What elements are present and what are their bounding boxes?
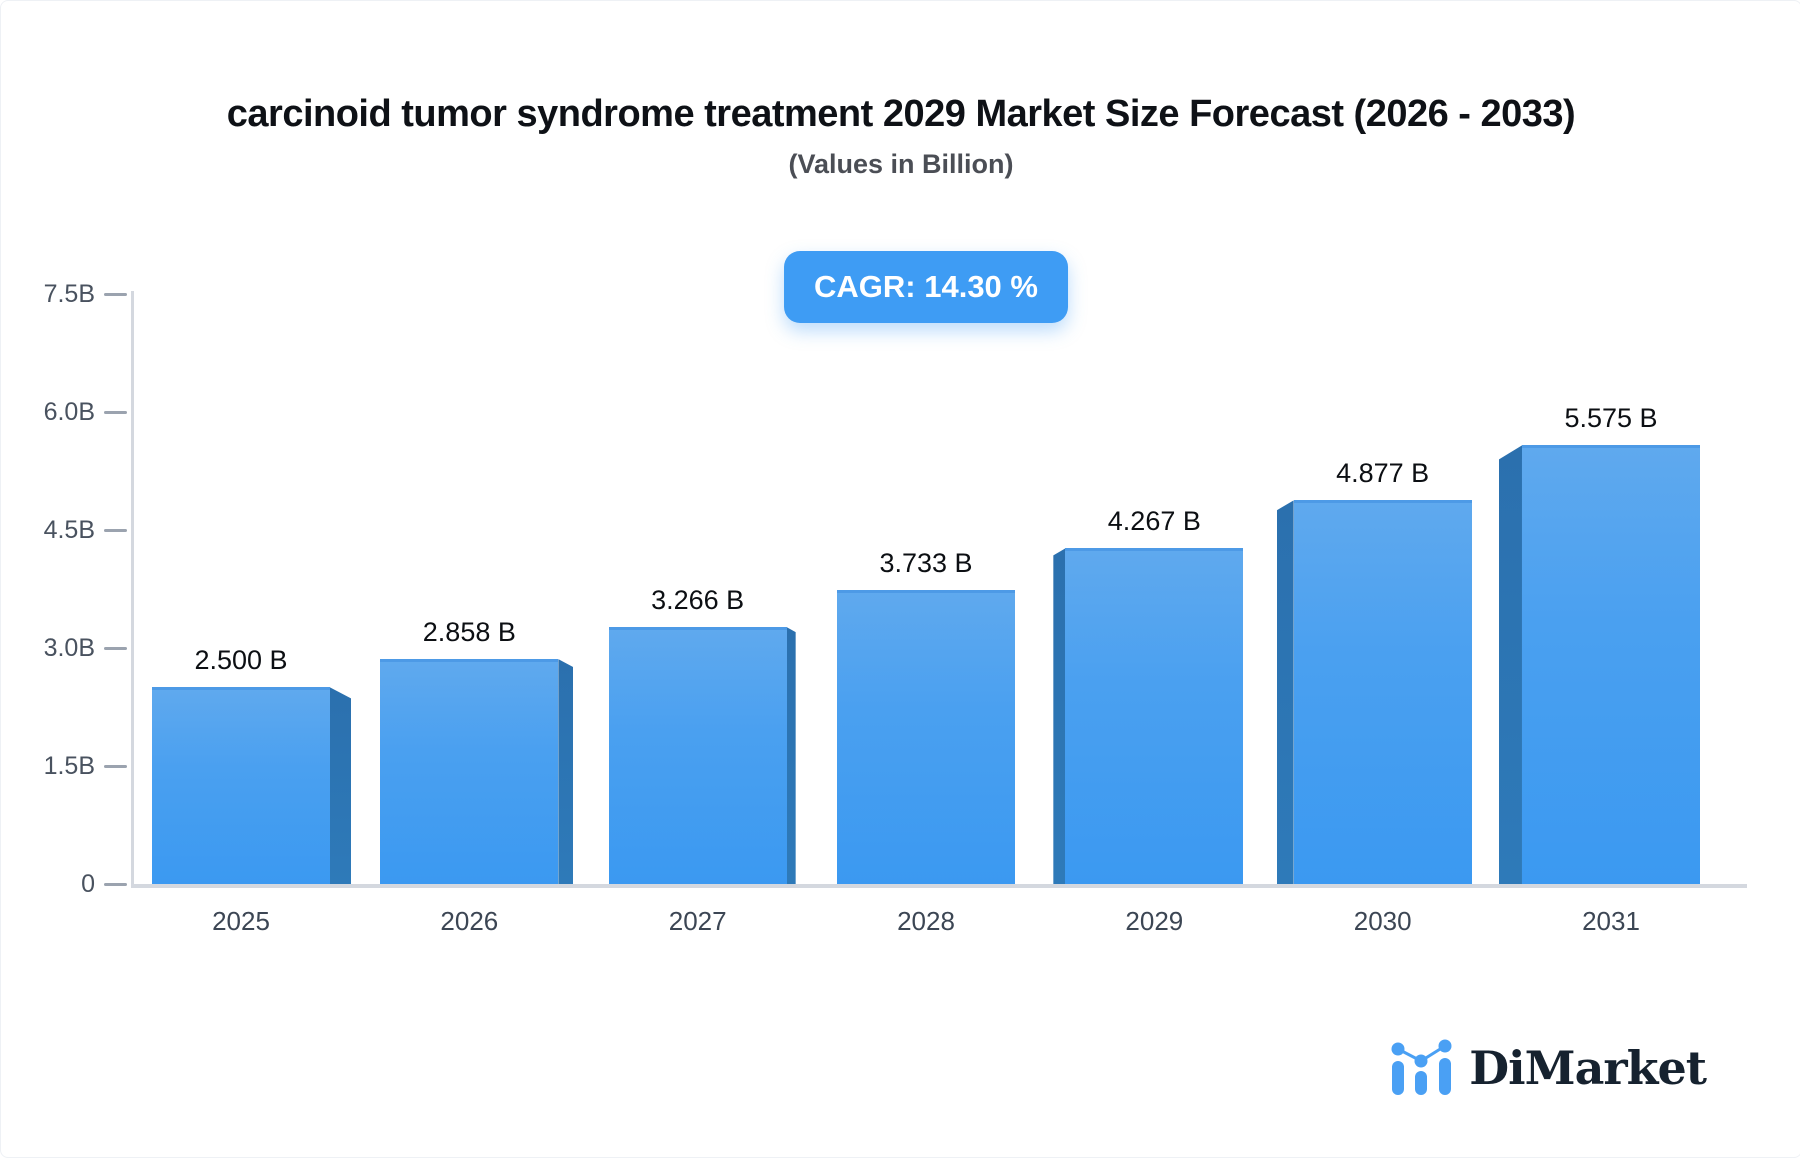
bar-2026 — [380, 659, 559, 884]
y-tick-label: 4.5B — [43, 516, 95, 544]
y-tick-mark — [104, 647, 127, 650]
bar-2025 — [152, 687, 330, 884]
y-tick-mark — [104, 529, 127, 532]
bar-side-face — [1276, 500, 1294, 884]
bar-side-face — [1053, 548, 1066, 884]
bar-2030 — [1293, 500, 1472, 884]
bar-side-face — [330, 687, 351, 884]
x-axis-label: 2030 — [1353, 906, 1412, 936]
bar-2031 — [1521, 445, 1700, 884]
y-tick-mark — [104, 293, 127, 296]
y-tick-label: 7.5B — [43, 280, 95, 308]
bar-side-face — [786, 627, 796, 884]
x-axis-label: 2027 — [668, 906, 727, 936]
bar-value-label: 3.266 B — [651, 585, 745, 616]
bar-value-label: 5.575 B — [1564, 403, 1658, 434]
y-tick-mark — [104, 411, 127, 414]
bar-2028 — [836, 590, 1015, 884]
y-tick-label: 3.0B — [43, 634, 95, 662]
y-tick-mark — [104, 765, 127, 768]
x-axis-label: 2031 — [1582, 906, 1640, 936]
x-axis-label: 2029 — [1125, 906, 1184, 936]
bar-value-label: 2.858 B — [422, 617, 516, 648]
y-tick-label: 0 — [81, 870, 95, 898]
bar-value-label: 3.733 B — [879, 548, 973, 579]
chart-subtitle: (Values in Billion) — [788, 149, 1014, 179]
bar-value-label: 4.877 B — [1336, 458, 1430, 489]
brand-name: DiMarket — [1469, 1041, 1707, 1095]
x-axis-label: 2025 — [212, 906, 270, 936]
brand-logo: DiMarket — [1389, 1036, 1707, 1100]
cagr-badge: CAGR: 14.30 % — [784, 251, 1068, 323]
x-axis-label: 2026 — [440, 906, 499, 936]
y-tick-label: 1.5B — [43, 752, 95, 780]
bar-value-label: 4.267 B — [1107, 506, 1201, 537]
bar-2027 — [608, 627, 787, 884]
y-tick-label: 6.0B — [43, 398, 95, 426]
y-tick-mark — [104, 883, 127, 886]
bar-value-label: 2.500 B — [194, 645, 288, 676]
bar-2029 — [1065, 548, 1244, 884]
page-title: carcinoid tumor syndrome treatment 2029 … — [226, 93, 1576, 135]
bar-side-face — [558, 659, 574, 884]
bar-side-face — [1498, 445, 1522, 884]
bar-chart-logo-icon — [1391, 1039, 1452, 1095]
x-axis-label: 2028 — [897, 906, 955, 936]
